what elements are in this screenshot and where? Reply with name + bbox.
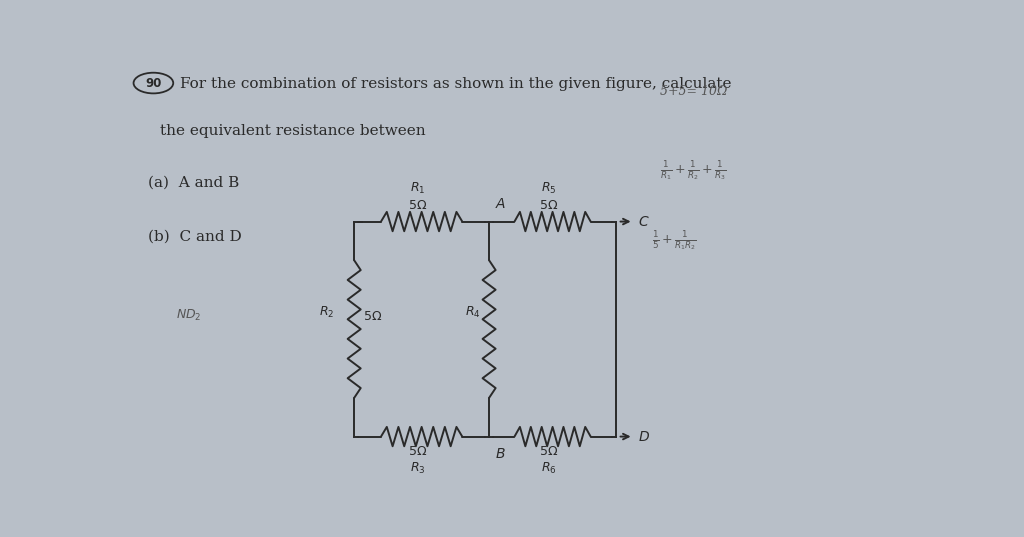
Text: 5Ω: 5Ω: [540, 445, 557, 458]
Text: the equivalent resistance between: the equivalent resistance between: [160, 125, 425, 139]
Text: For the combination of resistors as shown in the given figure, calculate: For the combination of resistors as show…: [179, 77, 731, 91]
Text: C: C: [638, 215, 648, 229]
Text: $ND_2$: $ND_2$: [176, 308, 201, 323]
Text: $R_4$: $R_4$: [466, 305, 481, 320]
Text: 5Ω: 5Ω: [364, 310, 381, 323]
Text: 90: 90: [145, 77, 162, 90]
Text: B: B: [496, 447, 505, 461]
Text: 5Ω: 5Ω: [409, 445, 426, 458]
Text: $\frac{1}{R_1}+\frac{1}{R_2}+\frac{1}{R_3}$: $\frac{1}{R_1}+\frac{1}{R_2}+\frac{1}{R_…: [659, 159, 726, 183]
Text: $R_6$: $R_6$: [541, 461, 556, 476]
Text: $R_1$: $R_1$: [410, 181, 425, 196]
Text: (a)  A and B: (a) A and B: [147, 176, 239, 190]
Text: (b)  C and D: (b) C and D: [147, 230, 242, 244]
Text: D: D: [638, 430, 649, 444]
Text: $\frac{1}{5}+\frac{1}{R_1 R_2}$: $\frac{1}{5}+\frac{1}{R_1 R_2}$: [652, 230, 696, 253]
Text: A: A: [496, 197, 505, 211]
Text: 5+5= 10Ω: 5+5= 10Ω: [659, 85, 727, 98]
Text: 5Ω: 5Ω: [540, 199, 557, 213]
Text: $R_2$: $R_2$: [319, 305, 334, 320]
Text: $R_5$: $R_5$: [541, 181, 556, 196]
Text: 5Ω: 5Ω: [409, 199, 426, 213]
Text: $R_3$: $R_3$: [410, 461, 425, 476]
